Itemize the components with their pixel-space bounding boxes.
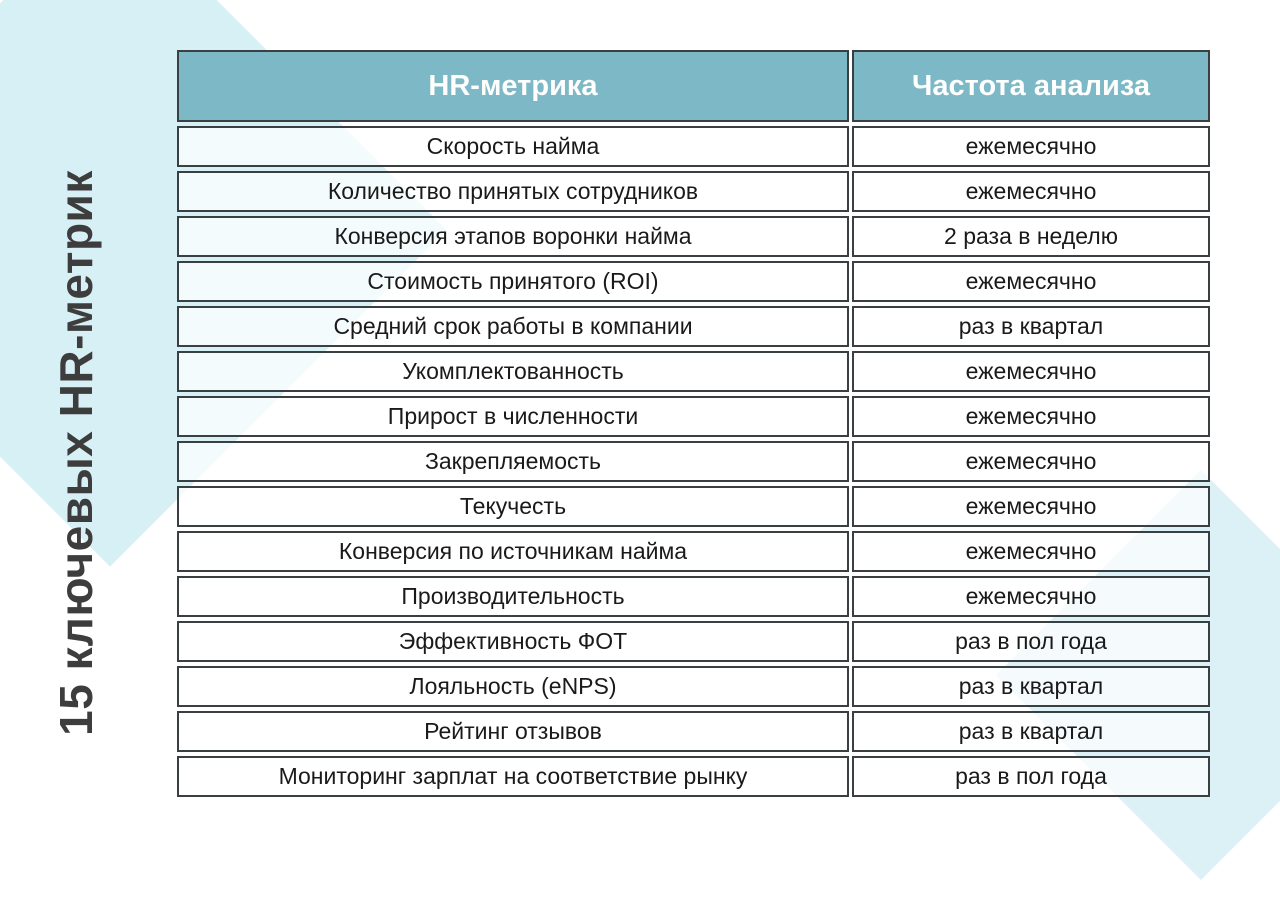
cell-metric: Конверсия по источникам найма — [177, 531, 849, 572]
table-row: Скорость найма ежемесячно — [177, 126, 1210, 167]
page-title-text: 15 ключевых HR-метрик — [50, 169, 103, 736]
cell-metric: Стоимость принятого (ROI) — [177, 261, 849, 302]
cell-frequency: раз в квартал — [852, 666, 1210, 707]
cell-frequency: раз в пол года — [852, 621, 1210, 662]
column-header-frequency: Частота анализа — [852, 50, 1210, 122]
table-row: Конверсия этапов воронки найма 2 раза в н… — [177, 216, 1210, 257]
table-row: Производительность ежемесячно — [177, 576, 1210, 617]
cell-metric: Конверсия этапов воронки найма — [177, 216, 849, 257]
cell-metric: Скорость найма — [177, 126, 849, 167]
cell-metric: Количество принятых сотрудников — [177, 171, 849, 212]
table-row: Укомплектованность ежемесячно — [177, 351, 1210, 392]
table-row: Текучесть ежемесячно — [177, 486, 1210, 527]
table-body: Скорость найма ежемесячно Количество приня… — [177, 126, 1210, 797]
cell-metric: Средний срок работы в компании — [177, 306, 849, 347]
cell-metric: Укомплектованность — [177, 351, 849, 392]
cell-frequency: ежемесячно — [852, 441, 1210, 482]
table-row: Конверсия по источникам найма ежемесячно — [177, 531, 1210, 572]
cell-frequency: раз в квартал — [852, 306, 1210, 347]
cell-frequency: ежемесячно — [852, 261, 1210, 302]
table-row: Закрепляемость ежемесячно — [177, 441, 1210, 482]
cell-frequency: ежемесячно — [852, 531, 1210, 572]
cell-metric: Рейтинг отзывов — [177, 711, 849, 752]
table-row: Количество принятых сотрудников ежемесячн… — [177, 171, 1210, 212]
cell-metric: Прирост в численности — [177, 396, 849, 437]
cell-frequency: ежемесячно — [852, 126, 1210, 167]
cell-frequency: ежемесячно — [852, 576, 1210, 617]
cell-frequency: раз в квартал — [852, 711, 1210, 752]
cell-frequency: ежемесячно — [852, 351, 1210, 392]
table-row: Лояльность (eNPS) раз в квартал — [177, 666, 1210, 707]
cell-frequency: ежемесячно — [852, 396, 1210, 437]
column-header-metric: HR-метрика — [177, 50, 849, 122]
cell-frequency: 2 раза в неделю — [852, 216, 1210, 257]
table-row: Стоимость принятого (ROI) ежемесячно — [177, 261, 1210, 302]
cell-metric: Текучесть — [177, 486, 849, 527]
cell-metric: Закрепляемость — [177, 441, 849, 482]
table-row: Мониторинг зарплат на соответствие рынку… — [177, 756, 1210, 797]
hr-metrics-table: HR-метрика Частота анализа Скорость найм… — [174, 46, 1213, 801]
cell-frequency: ежемесячно — [852, 171, 1210, 212]
cell-metric: Мониторинг зарплат на соответствие рынку — [177, 756, 849, 797]
page-title: 15 ключевых HR-метрик — [0, 0, 152, 905]
table-header: HR-метрика Частота анализа — [177, 50, 1210, 122]
table-row: Прирост в численности ежемесячно — [177, 396, 1210, 437]
table-row: Средний срок работы в компании раз в квар… — [177, 306, 1210, 347]
table-header-row: HR-метрика Частота анализа — [177, 50, 1210, 122]
cell-frequency: раз в пол года — [852, 756, 1210, 797]
table-row: Эффективность ФОТ раз в пол года — [177, 621, 1210, 662]
cell-metric: Эффективность ФОТ — [177, 621, 849, 662]
cell-frequency: ежемесячно — [852, 486, 1210, 527]
cell-metric: Лояльность (eNPS) — [177, 666, 849, 707]
cell-metric: Производительность — [177, 576, 849, 617]
table-row: Рейтинг отзывов раз в квартал — [177, 711, 1210, 752]
